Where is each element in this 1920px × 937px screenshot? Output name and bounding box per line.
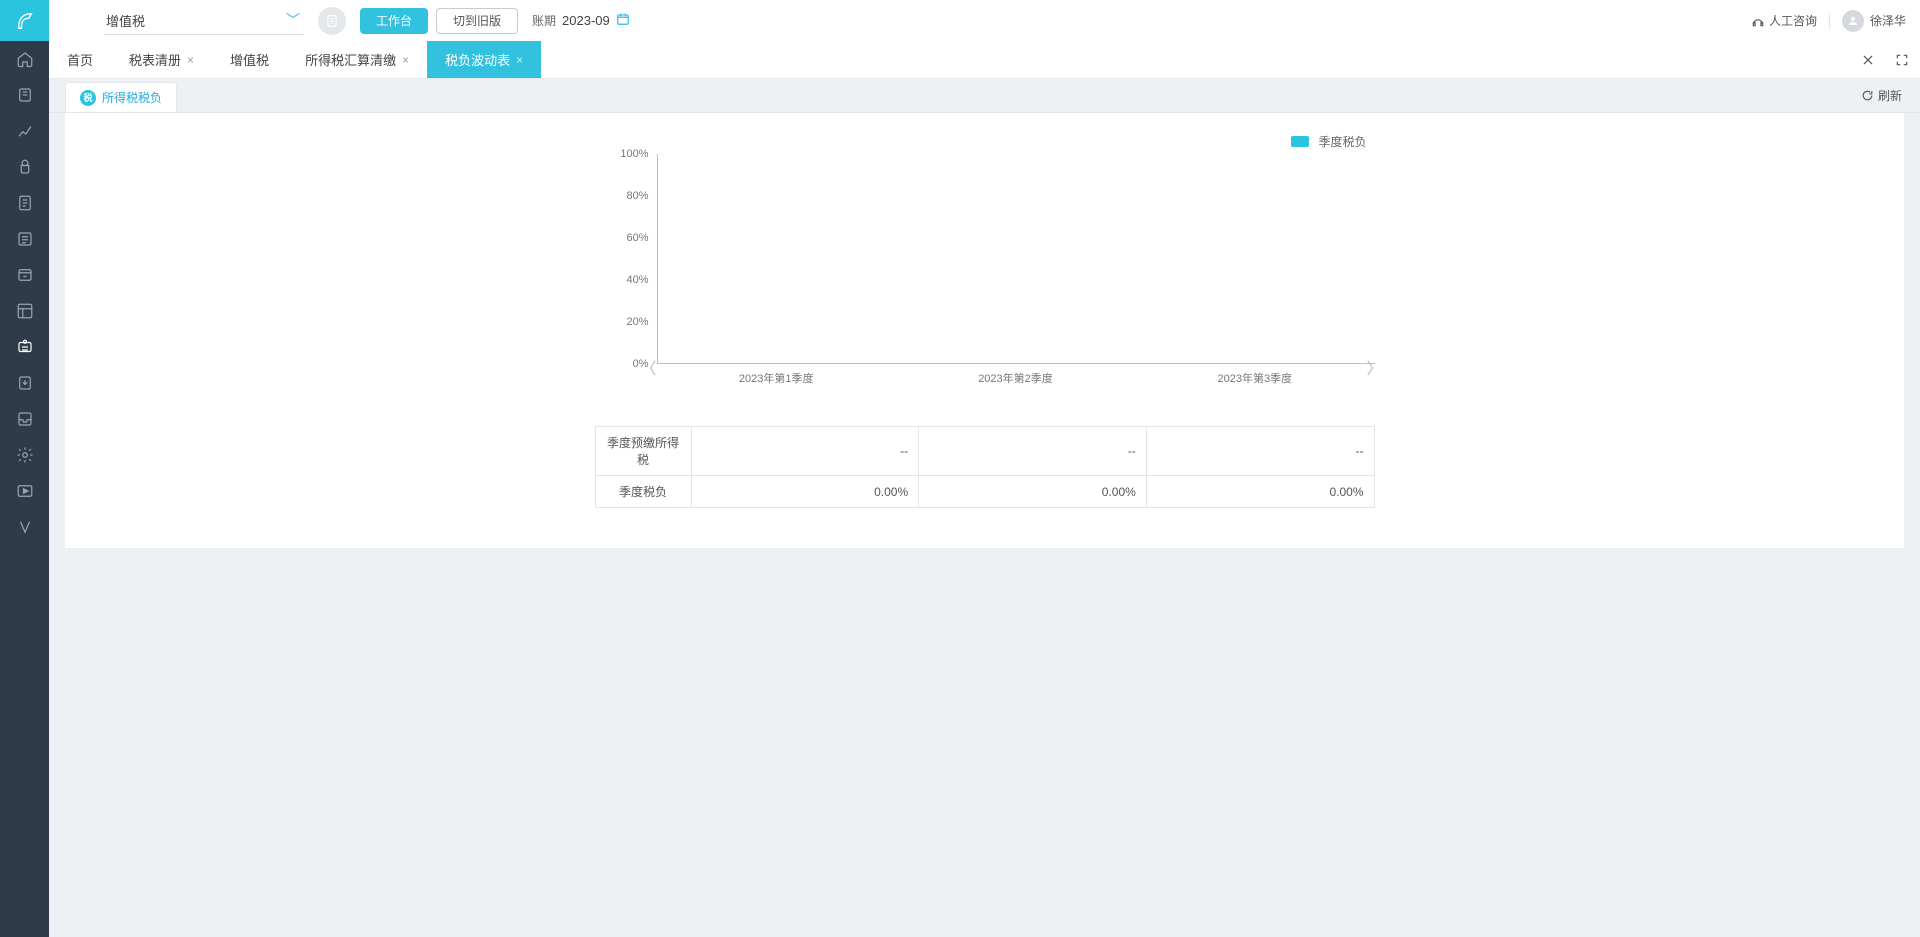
sidebar-item-v[interactable] [0, 509, 49, 545]
table-row: 季度预缴所得税------ [595, 427, 1374, 476]
tab-label: 增值税 [230, 50, 269, 69]
tax-data-table: 季度预缴所得税------季度税负0.00%0.00%0.00% [595, 426, 1375, 508]
help-link-label: 人工咨询 [1769, 12, 1817, 29]
table-cell: -- [691, 427, 919, 476]
divider [1829, 13, 1830, 29]
y-tick: 20% [626, 316, 648, 328]
tab[interactable]: 增值税 [212, 41, 287, 78]
stamp-icon: 税 [80, 90, 96, 106]
company-selector[interactable]: 增值税 ﹀ [104, 7, 304, 35]
close-tabs-icon[interactable] [1856, 48, 1880, 72]
table-cell: 0.00% [919, 476, 1147, 508]
close-icon[interactable]: × [187, 53, 194, 67]
x-tick: 2023年第1季度 [657, 364, 896, 386]
sidebar-item-settings[interactable] [0, 437, 49, 473]
period-label: 账期 [532, 12, 556, 29]
chart-plot-area [657, 154, 1375, 364]
close-icon[interactable]: × [402, 53, 409, 67]
table-cell: 0.00% [1146, 476, 1374, 508]
y-tick: 100% [620, 148, 648, 160]
top-header: 增值税 ﹀ 工作台 切到旧版 账期 2023-09 人工咨询 徐 [49, 0, 1920, 41]
tab-label: 税表清册 [129, 50, 181, 69]
sidebar-item-archive[interactable] [0, 257, 49, 293]
x-tick: 2023年第2季度 [896, 364, 1135, 386]
chart-prev-icon[interactable]: 〈 [641, 355, 657, 379]
tab-label: 首页 [67, 50, 93, 69]
sidebar-item-assets[interactable] [0, 149, 49, 185]
help-link[interactable]: 人工咨询 [1751, 12, 1817, 29]
period-value[interactable]: 2023-09 [562, 13, 610, 28]
user-name: 徐泽华 [1870, 12, 1906, 29]
doc-icon[interactable] [318, 7, 346, 35]
sidebar-item-reports[interactable] [0, 185, 49, 221]
table-cell: 0.00% [691, 476, 919, 508]
chevron-down-icon: ﹀ [286, 10, 304, 30]
tab-label: 税负波动表 [445, 50, 510, 69]
calendar-icon[interactable] [616, 12, 630, 29]
tax-burden-chart: 季度税负 100%80%60%40%20%0% 2023年第1季度2023年第2… [595, 133, 1375, 386]
chart-panel: 季度税负 100%80%60%40%20%0% 2023年第1季度2023年第2… [65, 113, 1904, 548]
chart-x-axis: 2023年第1季度2023年第2季度2023年第3季度 [657, 364, 1375, 386]
close-icon[interactable]: × [516, 53, 523, 67]
sidebar-item-tax[interactable] [0, 329, 49, 365]
avatar[interactable] [1842, 10, 1864, 32]
tab[interactable]: 首页 [49, 41, 111, 78]
subtab-income-tax-burden[interactable]: 税 所得税税负 [65, 82, 177, 112]
x-tick: 2023年第3季度 [1135, 364, 1374, 386]
row-head: 季度税负 [595, 476, 691, 508]
table-row: 季度税负0.00%0.00%0.00% [595, 476, 1374, 508]
refresh-button[interactable]: 刷新 [1861, 79, 1902, 112]
table-cell: -- [1146, 427, 1374, 476]
sidebar-item-inbox[interactable] [0, 401, 49, 437]
y-tick: 80% [626, 190, 648, 202]
subtab-bar: 税 所得税税负 刷新 [49, 79, 1920, 113]
sidebar-item-dashboard[interactable] [0, 293, 49, 329]
chart-next-icon[interactable]: 〉 [1366, 355, 1382, 379]
legend-swatch [1291, 136, 1309, 147]
subtab-label: 所得税税负 [102, 89, 162, 106]
y-tick: 60% [626, 232, 648, 244]
refresh-label: 刷新 [1878, 87, 1902, 104]
app-logo[interactable] [0, 0, 49, 41]
tab-label: 所得税汇算清缴 [305, 50, 396, 69]
sidebar-item-export[interactable] [0, 365, 49, 401]
chart-legend: 季度税负 [595, 133, 1375, 150]
tab-bar: 首页 税表清册 × 增值税 所得税汇算清缴 × 税负波动表 × [49, 41, 1920, 79]
sidebar-item-analytics[interactable] [0, 113, 49, 149]
content-area: 季度税负 100%80%60%40%20%0% 2023年第1季度2023年第2… [49, 113, 1920, 937]
sidebar-item-video[interactable] [0, 473, 49, 509]
switch-old-button[interactable]: 切到旧版 [436, 8, 518, 34]
y-tick: 40% [626, 274, 648, 286]
tab[interactable]: 税表清册 × [111, 41, 212, 78]
chart-y-axis: 100%80%60%40%20%0% [595, 154, 657, 364]
sidebar-item-forms[interactable] [0, 221, 49, 257]
app-main: 增值税 ﹀ 工作台 切到旧版 账期 2023-09 人工咨询 徐 [49, 0, 1920, 937]
left-sidebar [0, 0, 49, 937]
workbench-button[interactable]: 工作台 [360, 8, 428, 34]
fullscreen-icon[interactable] [1890, 48, 1914, 72]
legend-label: 季度税负 [1318, 135, 1366, 149]
tab[interactable]: 税负波动表 × [427, 41, 541, 78]
table-cell: -- [919, 427, 1147, 476]
sidebar-item-home[interactable] [0, 41, 49, 77]
company-selector-value: 增值税 [104, 11, 145, 30]
tab[interactable]: 所得税汇算清缴 × [287, 41, 427, 78]
row-head: 季度预缴所得税 [595, 427, 691, 476]
sidebar-item-ledger[interactable] [0, 77, 49, 113]
